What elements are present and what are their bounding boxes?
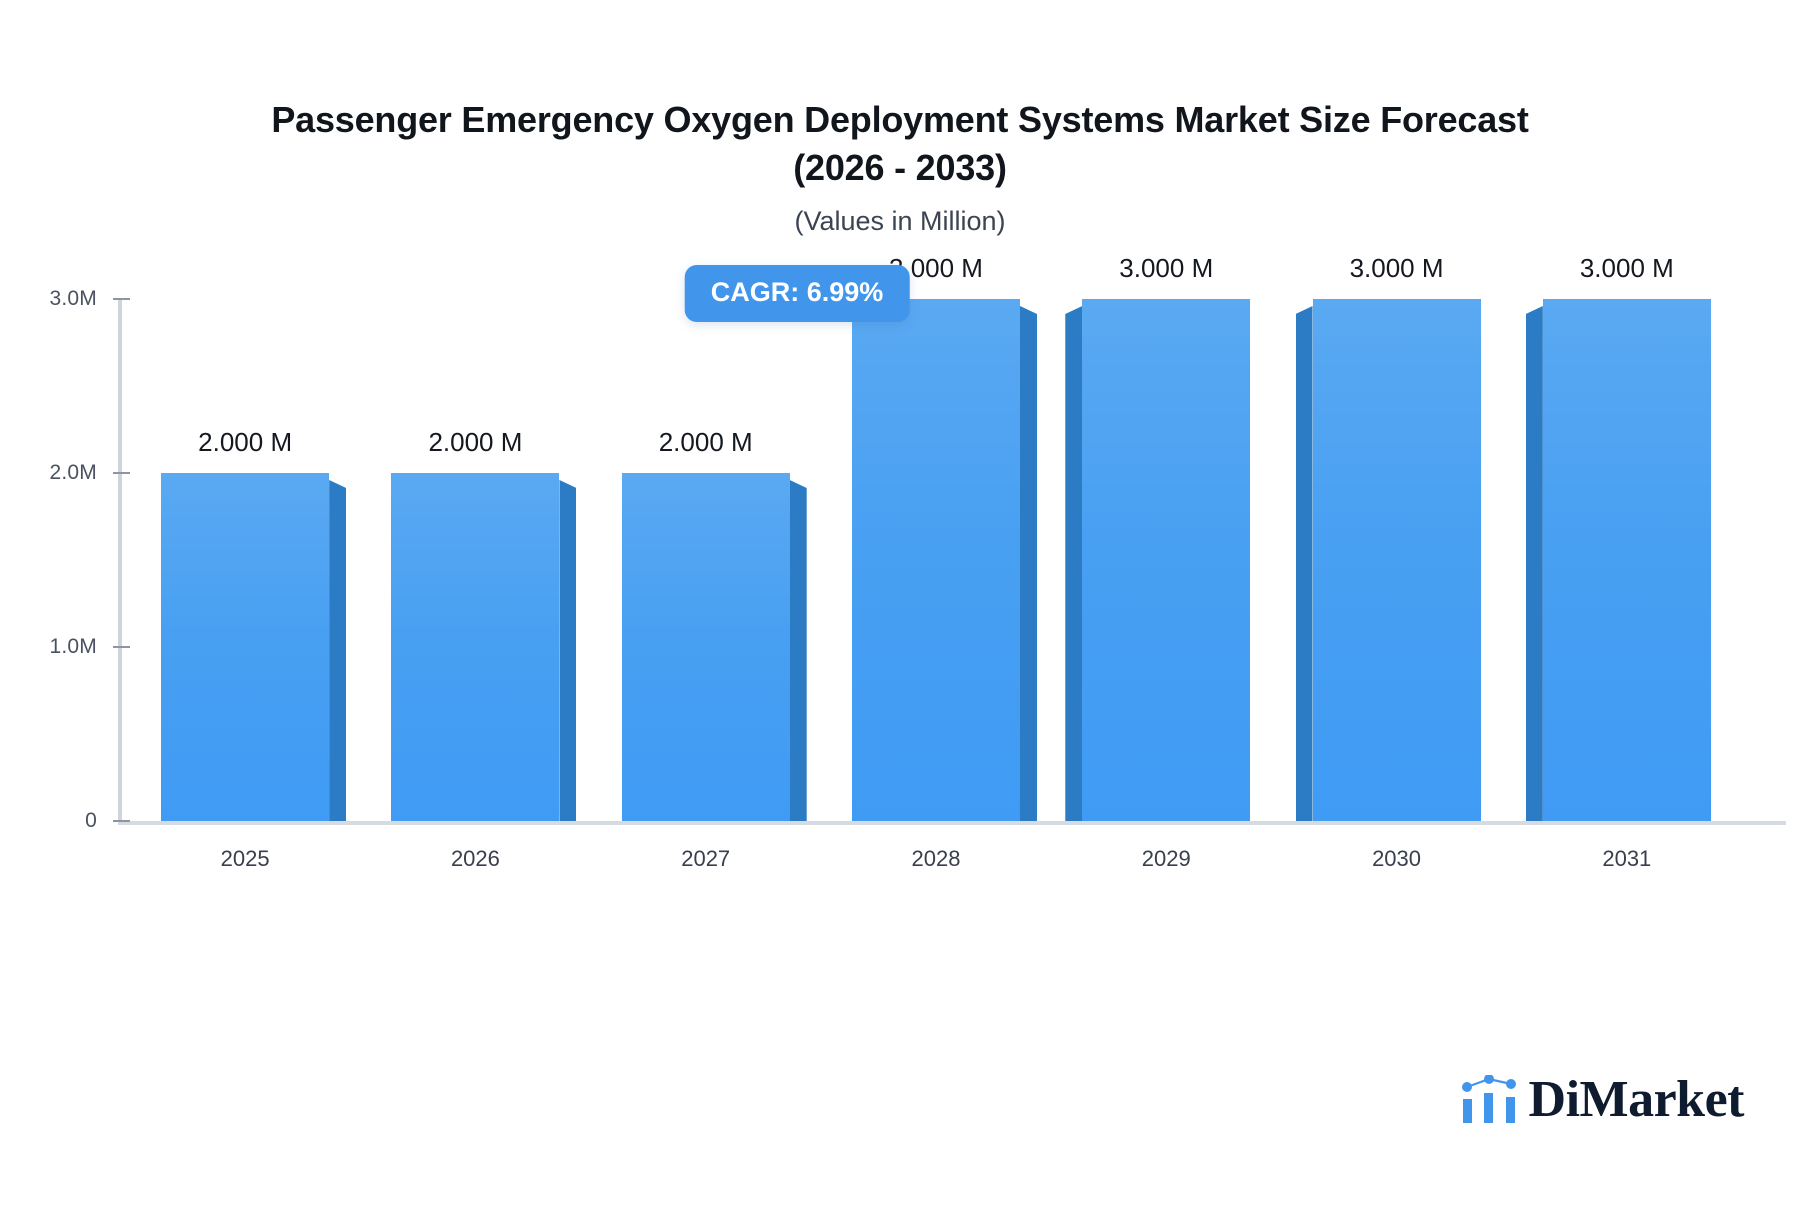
bar-series: 2.000 M 2.000 M 2.000 M	[130, 253, 1742, 821]
bar-face	[391, 473, 560, 821]
bar-slot: 3.000 M	[1512, 253, 1742, 821]
bar-value-label: 2.000 M	[198, 427, 293, 457]
bar-slot: 3.000 M	[1281, 253, 1511, 821]
y-tick-dash	[113, 646, 130, 648]
y-tick: 3.0M	[49, 287, 130, 311]
bar-slot: 2.000 M	[591, 280, 821, 821]
bar-value-label: 2.000 M	[428, 427, 523, 457]
x-tick-label: 2028	[911, 846, 961, 871]
bar-side-shade	[1065, 306, 1083, 821]
y-tick: 0	[85, 809, 130, 833]
brand-name: DiMarket	[1528, 1071, 1745, 1128]
chart-subtitle: (Values in Million)	[794, 205, 1006, 236]
x-slot: 2027	[591, 846, 821, 872]
bar-side-shade	[1295, 306, 1313, 821]
y-tick-dash	[113, 472, 130, 474]
bar-slot: 2.000 M	[360, 280, 590, 821]
bar-2030[interactable]: 3.000 M	[1295, 253, 1481, 821]
x-slot: 2028	[821, 846, 1051, 872]
bar-2028[interactable]: 3.000 M	[851, 253, 1037, 821]
bar-face	[1082, 299, 1251, 821]
chart-header: Passenger Emergency Oxygen Deployment Sy…	[0, 96, 1800, 237]
y-axis: 3.0M 2.0M 1.0M 0	[0, 280, 130, 840]
bar-slot: 3.000 M	[821, 253, 1051, 821]
y-tick: 1.0M	[49, 635, 130, 659]
y-tick-label: 3.0M	[49, 287, 97, 310]
bar-slot: 2.000 M	[130, 280, 360, 821]
y-axis-line	[118, 298, 122, 823]
x-slot: 2025	[130, 846, 360, 872]
bar-side-shade	[559, 480, 577, 821]
x-slot: 2029	[1051, 846, 1281, 872]
bar-value-label: 3.000 M	[1349, 253, 1444, 283]
y-tick-dash	[113, 298, 130, 300]
x-tick-label: 2030	[1372, 846, 1422, 871]
bar-value-label: 3.000 M	[1119, 253, 1214, 283]
x-slot: 2026	[360, 846, 590, 872]
bar-side-shade	[329, 480, 347, 821]
bar-2025[interactable]: 2.000 M	[161, 427, 347, 821]
bar-value-label: 3.000 M	[1579, 253, 1674, 283]
bar-face	[1312, 299, 1481, 821]
y-tick-label: 1.0M	[49, 635, 97, 658]
y-tick-label: 2.0M	[49, 461, 97, 484]
bar-value-label: 2.000 M	[658, 427, 753, 457]
bar-face	[1542, 299, 1711, 821]
x-tick-label: 2029	[1141, 846, 1191, 871]
bar-face	[161, 473, 330, 821]
bar-face	[621, 473, 790, 821]
bar-face	[851, 299, 1020, 821]
bar-side-shade	[789, 480, 807, 821]
x-tick-label: 2025	[220, 846, 270, 871]
y-tick-label: 0	[85, 809, 97, 832]
y-tick-dash	[113, 820, 130, 822]
x-tick-label: 2027	[681, 846, 731, 871]
y-tick: 2.0M	[49, 461, 130, 485]
x-slot: 2030	[1281, 846, 1511, 872]
bar-chart-logo-icon	[1461, 1075, 1516, 1123]
bar-2031[interactable]: 3.000 M	[1525, 253, 1711, 821]
plot-area: 3.0M 2.0M 1.0M 0 2.000 M	[0, 253, 1800, 840]
bar-2026[interactable]: 2.000 M	[391, 427, 577, 821]
x-axis: 2025 2026 2027 2028 2029 2030 2031	[130, 846, 1742, 872]
page-title: Passenger Emergency Oxygen Deployment Sy…	[271, 99, 1529, 188]
cagr-badge: CAGR: 6.99%	[684, 265, 910, 322]
bar-side-shade	[1019, 306, 1037, 821]
bar-side-shade	[1525, 306, 1543, 821]
x-axis-baseline	[118, 821, 1786, 825]
bar-slot: 3.000 M	[1051, 253, 1281, 821]
x-tick-label: 2026	[450, 846, 500, 871]
bar-2029[interactable]: 3.000 M	[1065, 253, 1251, 821]
x-slot: 2031	[1512, 846, 1742, 872]
brand-logo: DiMarket	[1461, 1071, 1745, 1128]
bar-2027[interactable]: 2.000 M	[621, 427, 807, 821]
x-tick-label: 2031	[1602, 846, 1652, 871]
